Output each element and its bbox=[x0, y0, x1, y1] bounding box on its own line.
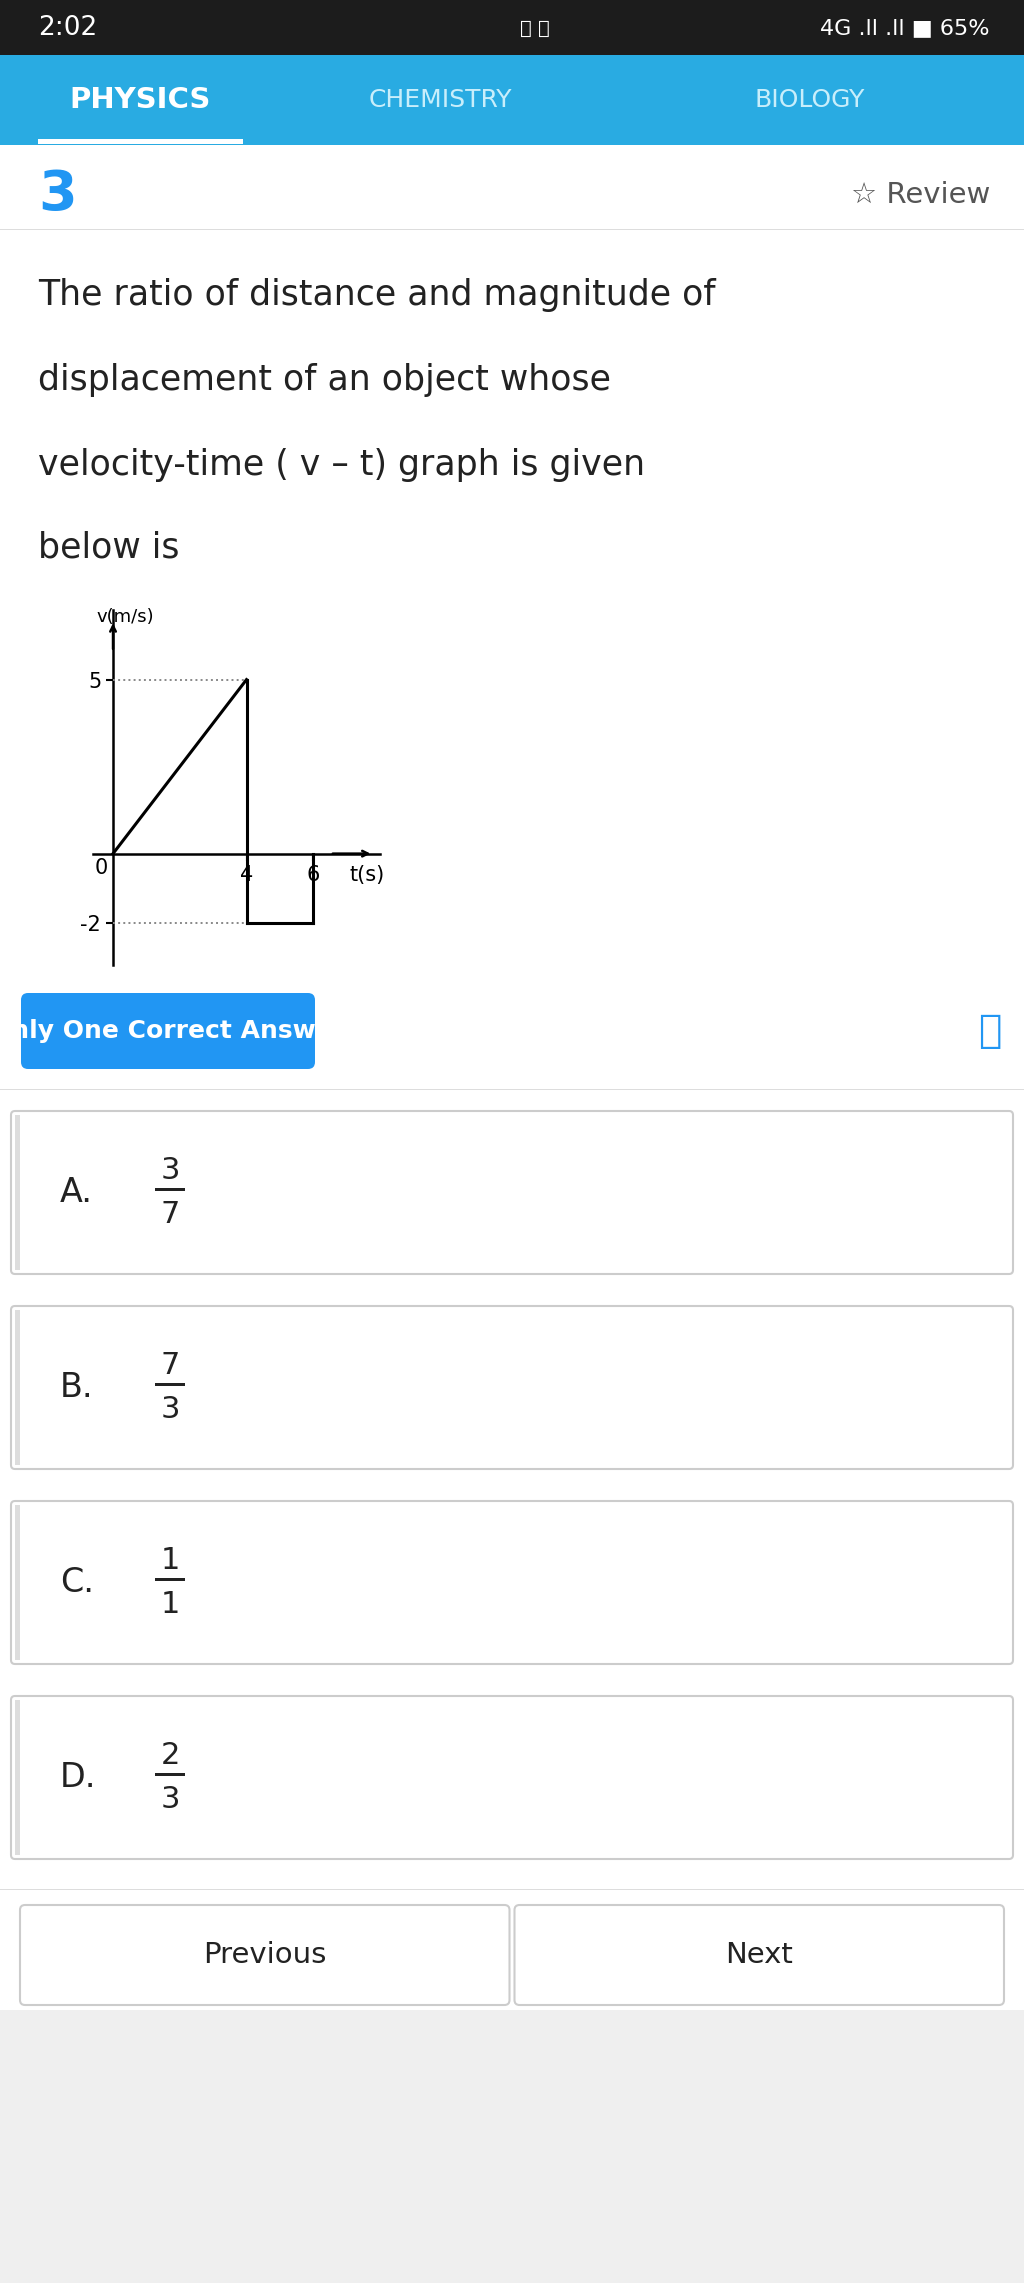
Bar bbox=[15, 1504, 20, 1660]
FancyBboxPatch shape bbox=[514, 1904, 1004, 2004]
Text: D.: D. bbox=[60, 1760, 96, 1794]
FancyBboxPatch shape bbox=[22, 993, 315, 1068]
FancyBboxPatch shape bbox=[20, 1904, 510, 2004]
FancyBboxPatch shape bbox=[11, 1696, 1013, 1858]
Bar bbox=[15, 1701, 20, 1856]
Bar bbox=[155, 1187, 185, 1189]
Text: Next: Next bbox=[725, 1941, 794, 1968]
FancyBboxPatch shape bbox=[11, 1500, 1013, 1664]
Text: t(s): t(s) bbox=[349, 865, 384, 884]
Bar bbox=[155, 1774, 185, 1776]
Text: A.: A. bbox=[60, 1176, 93, 1210]
Text: PHYSICS: PHYSICS bbox=[70, 87, 211, 114]
Text: 3: 3 bbox=[160, 1395, 180, 1425]
Text: Previous: Previous bbox=[203, 1941, 327, 1968]
Text: C.: C. bbox=[60, 1566, 94, 1598]
Text: v(m/s): v(m/s) bbox=[96, 607, 154, 626]
Text: ⓘ: ⓘ bbox=[978, 1011, 1001, 1050]
Text: displacement of an object whose: displacement of an object whose bbox=[38, 363, 611, 397]
Text: 7: 7 bbox=[161, 1201, 179, 1228]
Bar bbox=[15, 1114, 20, 1269]
Bar bbox=[155, 1383, 185, 1386]
Text: 4G .ll .ll ■ 65%: 4G .ll .ll ■ 65% bbox=[820, 18, 990, 39]
Text: Only One Correct Answer: Only One Correct Answer bbox=[0, 1018, 345, 1043]
Text: velocity-time ( v – t) graph is given: velocity-time ( v – t) graph is given bbox=[38, 447, 645, 482]
Bar bbox=[15, 1310, 20, 1466]
Text: 3: 3 bbox=[38, 169, 77, 221]
Text: 2: 2 bbox=[161, 1742, 179, 1769]
Text: 3: 3 bbox=[160, 1785, 180, 1815]
Text: The ratio of distance and magnitude of: The ratio of distance and magnitude of bbox=[38, 279, 716, 313]
Bar bbox=[38, 139, 243, 144]
FancyBboxPatch shape bbox=[11, 1112, 1013, 1274]
Text: ⓞ ⓞ: ⓞ ⓞ bbox=[520, 18, 550, 37]
Text: ☆ Review: ☆ Review bbox=[851, 180, 990, 210]
Bar bbox=[155, 1578, 185, 1580]
Bar bbox=[0, 0, 1024, 55]
Bar bbox=[0, 55, 1024, 146]
Text: 0: 0 bbox=[94, 858, 108, 877]
Bar bbox=[0, 2009, 1024, 2283]
FancyBboxPatch shape bbox=[11, 1306, 1013, 1468]
Text: CHEMISTRY: CHEMISTRY bbox=[369, 89, 512, 112]
Text: 3: 3 bbox=[160, 1155, 180, 1185]
Text: below is: below is bbox=[38, 532, 179, 564]
Text: 1: 1 bbox=[161, 1546, 179, 1575]
Text: B.: B. bbox=[60, 1372, 93, 1404]
Text: 1: 1 bbox=[161, 1589, 179, 1619]
Text: 2:02: 2:02 bbox=[38, 16, 97, 41]
Text: 7: 7 bbox=[161, 1352, 179, 1379]
Text: BIOLOGY: BIOLOGY bbox=[755, 89, 865, 112]
